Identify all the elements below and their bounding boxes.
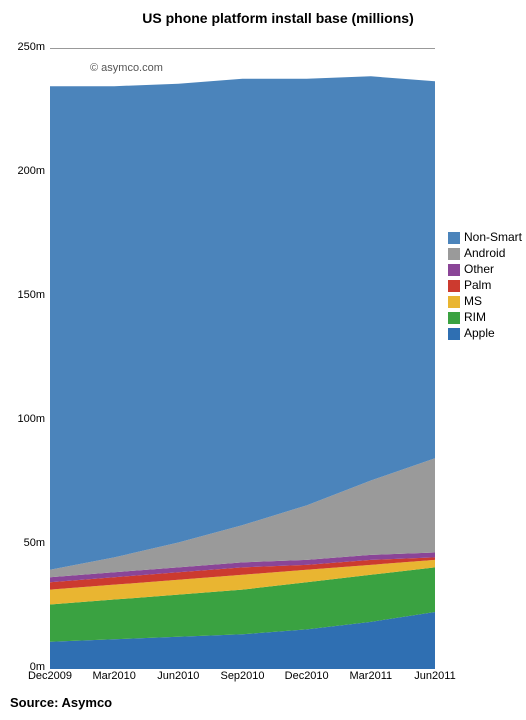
y-tick-label: 200m — [5, 165, 45, 177]
legend-item: Apple — [448, 326, 522, 341]
legend-label: Other — [464, 262, 494, 277]
legend-label: Palm — [464, 278, 491, 293]
legend-label: Non-Smart — [464, 230, 522, 245]
x-tick-label: Mar2010 — [92, 670, 135, 682]
legend-item: MS — [448, 294, 522, 309]
legend-swatch — [448, 248, 460, 260]
legend-swatch — [448, 232, 460, 244]
legend-item: Non-Smart — [448, 230, 522, 245]
legend-label: Apple — [464, 326, 495, 341]
legend-item: Other — [448, 262, 522, 277]
legend-swatch — [448, 328, 460, 340]
y-tick-label: 150m — [5, 289, 45, 301]
legend-swatch — [448, 296, 460, 308]
page: US phone platform install base (millions… — [0, 0, 526, 720]
chart-title: US phone platform install base (millions… — [50, 10, 506, 26]
legend-label: RIM — [464, 310, 486, 325]
source-label: Source: Asymco — [10, 695, 112, 710]
legend-swatch — [448, 280, 460, 292]
legend-swatch — [448, 312, 460, 324]
stacked-area-svg — [50, 49, 435, 669]
legend-item: Palm — [448, 278, 522, 293]
x-tick-label: Dec2010 — [285, 670, 329, 682]
legend-item: Android — [448, 246, 522, 261]
plot-area — [50, 48, 435, 669]
x-tick-label: Mar2011 — [350, 670, 393, 682]
x-tick-label: Jun2011 — [414, 670, 455, 682]
legend: Non-SmartAndroidOtherPalmMSRIMApple — [448, 230, 522, 342]
y-tick-label: 50m — [5, 537, 45, 549]
y-tick-label: 100m — [5, 413, 45, 425]
x-tick-label: Sep2010 — [220, 670, 264, 682]
x-tick-label: Jun2010 — [157, 670, 199, 682]
legend-label: MS — [464, 294, 482, 309]
legend-label: Android — [464, 246, 505, 261]
legend-swatch — [448, 264, 460, 276]
x-tick-label: Dec2009 — [28, 670, 72, 682]
legend-item: RIM — [448, 310, 522, 325]
y-tick-label: 250m — [5, 41, 45, 53]
